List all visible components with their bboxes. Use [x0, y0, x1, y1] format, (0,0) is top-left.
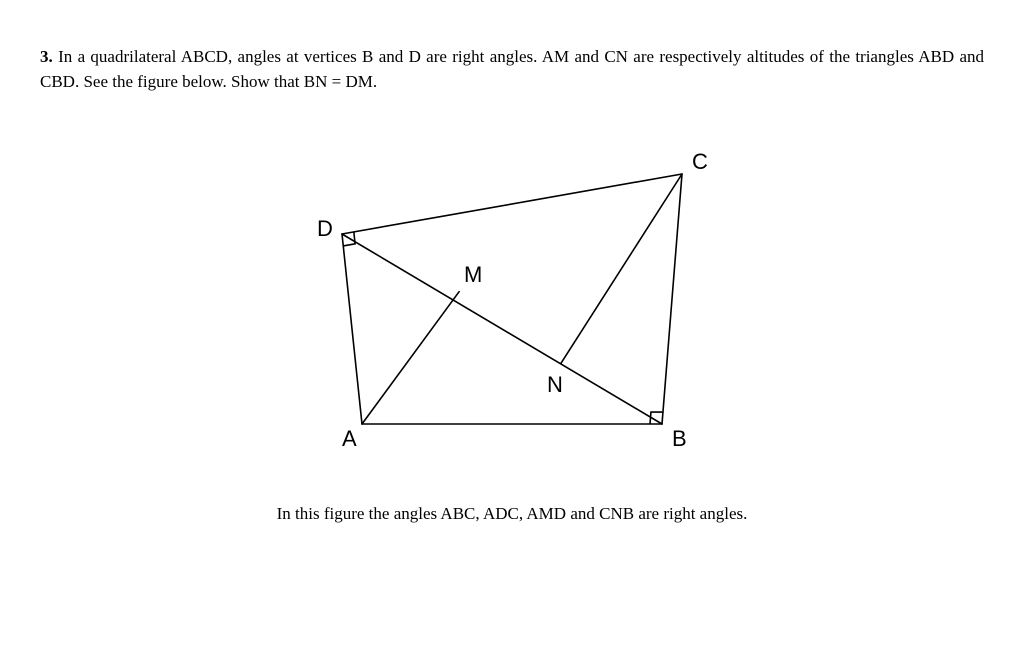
point-label: B — [672, 426, 687, 451]
segment — [342, 234, 362, 424]
problem-number: 3. — [40, 47, 53, 66]
geometry-figure: A B C D M N — [262, 124, 762, 474]
point-label: A — [342, 426, 357, 451]
figure-container: A B C D M N — [40, 124, 984, 474]
segment — [342, 174, 682, 234]
point-label: C — [692, 149, 708, 174]
page: 3. In a quadrilateral ABCD, angles at ve… — [0, 0, 1024, 524]
point-label: N — [547, 372, 563, 397]
problem-statement: 3. In a quadrilateral ABCD, angles at ve… — [40, 45, 984, 94]
point-label: M — [464, 262, 482, 287]
point-label: D — [317, 216, 333, 241]
segment — [362, 292, 459, 424]
segment — [662, 174, 682, 424]
segment — [561, 174, 682, 364]
problem-body: In a quadrilateral ABCD, angles at verti… — [40, 47, 984, 91]
segment — [342, 234, 662, 424]
figure-caption: In this figure the angles ABC, ADC, AMD … — [40, 504, 984, 524]
